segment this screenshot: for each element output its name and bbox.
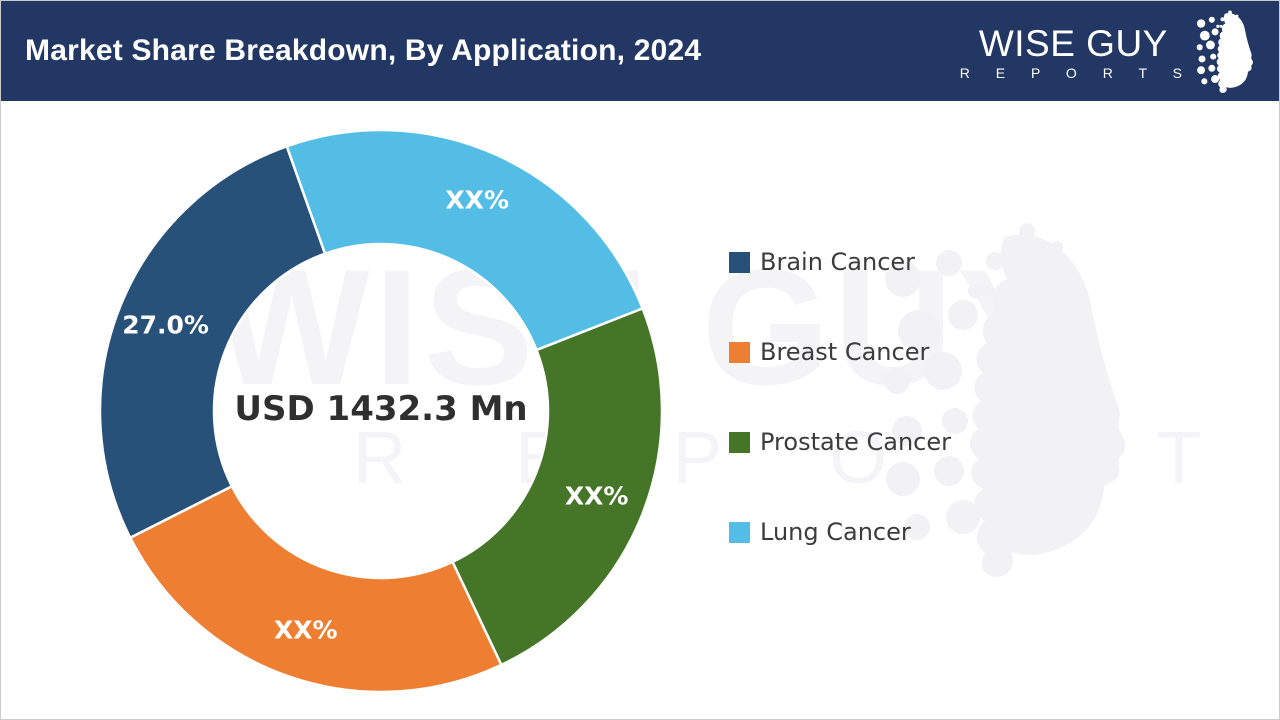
donut-segment-prostate-cancer (451, 307, 664, 667)
slice-label-prostate-cancer: XX% (564, 481, 629, 511)
header-bar: Market Share Breakdown, By Application, … (1, 1, 1279, 101)
donut-chart-svg (98, 128, 664, 694)
slice-label-breast-cancer: XX% (273, 615, 338, 645)
logo-head-icon (1196, 9, 1253, 93)
legend-swatch-icon (729, 341, 750, 363)
slice-label-lung-cancer: XX% (445, 185, 510, 215)
logo-text: WISE GUY R E P O R T S (954, 23, 1193, 81)
legend-label: Prostate Cancer (760, 428, 952, 456)
legend-item-prostate-cancer: Prostate Cancer (729, 428, 952, 456)
legend-swatch-icon (729, 521, 750, 543)
legend-label: Lung Cancer (760, 518, 911, 546)
logo-subtitle: R E P O R T S (959, 64, 1193, 81)
legend-label: Brain Cancer (760, 248, 916, 276)
page-title: Market Share Breakdown, By Application, … (25, 34, 702, 67)
watermark-subtitle: R E P O R T S (353, 416, 1279, 499)
legend-item-brain-cancer: Brain Cancer (729, 248, 951, 276)
wise-guy-reports-logo: WISE GUY R E P O R T S (954, 9, 1265, 93)
donut-segment-breast-cancer (128, 485, 503, 694)
donut-segment-brain-cancer (98, 145, 327, 539)
logo-wordmark: WISE GUY (978, 23, 1168, 65)
legend-label: Breast Cancer (760, 338, 930, 366)
chart-legend: Brain Cancer Breast Cancer Prostate Canc… (729, 248, 952, 609)
legend-item-lung-cancer: Lung Cancer (729, 518, 951, 546)
donut-chart: USD 1432.3 Mn Brain Cancer Breast Cancer… (1, 101, 1279, 719)
donut-segment-lung-cancer (285, 128, 644, 352)
chart-center-value: USD 1432.3 Mn (234, 389, 528, 429)
legend-swatch-icon (729, 251, 750, 273)
legend-swatch-icon (729, 431, 750, 453)
legend-item-breast-cancer: Breast Cancer (729, 338, 951, 366)
slice-label-brain-cancer: 27.0% (122, 310, 209, 340)
